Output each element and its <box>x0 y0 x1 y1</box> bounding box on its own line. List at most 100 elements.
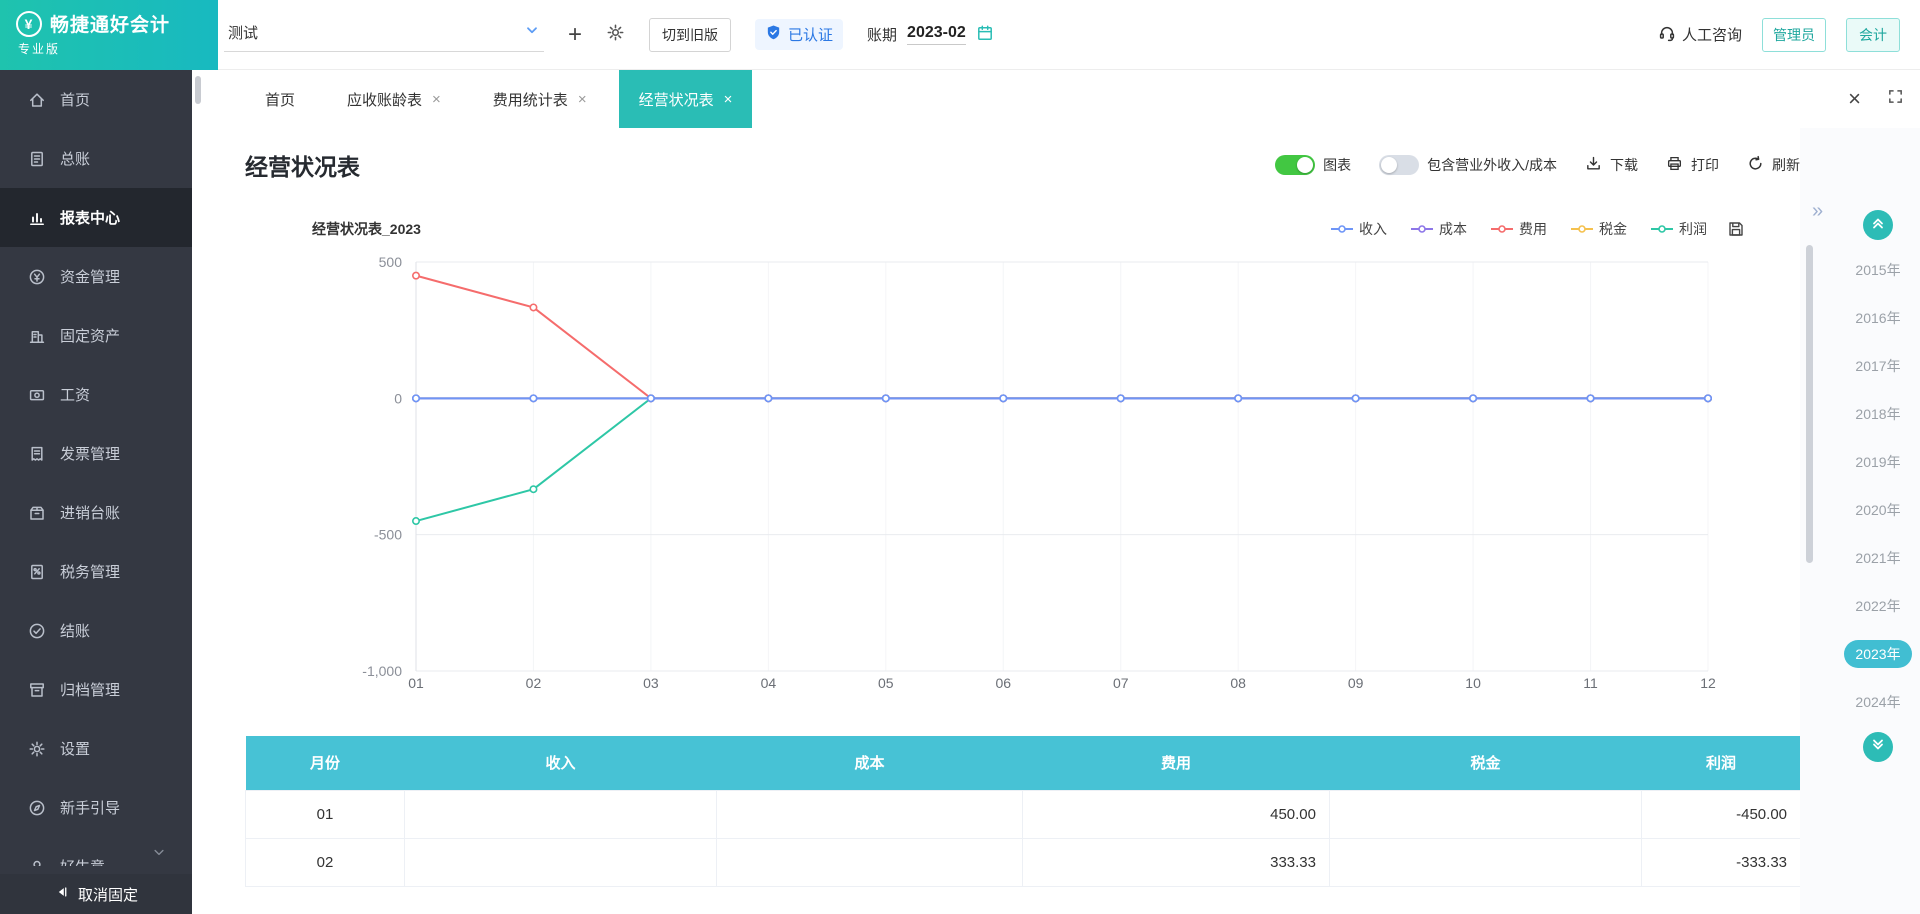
table-cell <box>1329 837 1642 887</box>
svg-text:09: 09 <box>1348 675 1364 691</box>
archive-icon <box>28 681 46 699</box>
workspace-select[interactable]: 测试 <box>224 18 544 52</box>
tab-label: 经营状况表 <box>638 91 714 109</box>
salary-icon <box>28 386 46 404</box>
calendar-icon[interactable] <box>976 24 994 46</box>
page-title: 经营状况表 <box>245 154 360 180</box>
table-header-cell: 收入 <box>404 736 717 790</box>
sidebar-item-general-ledger[interactable]: 总账 <box>0 129 192 188</box>
sidebar-item-payroll[interactable]: 工资 <box>0 365 192 424</box>
fullscreen-icon[interactable] <box>1887 88 1904 110</box>
chart-toggle[interactable] <box>1275 155 1316 175</box>
year-item[interactable]: 2019年 <box>1855 454 1901 470</box>
year-scroll-up-button[interactable] <box>1863 210 1893 240</box>
svg-text:11: 11 <box>1583 675 1598 691</box>
asset-icon <box>28 327 46 345</box>
tab-bar: 首页 应收账龄表 × 费用统计表 × 经营状况表 × × <box>192 70 1920 128</box>
close-icon[interactable]: × <box>432 90 441 108</box>
sidebar-item-archive-mgmt[interactable]: 归档管理 <box>0 660 192 719</box>
sidebar-item-label: 税务管理 <box>60 564 121 581</box>
svg-text:03: 03 <box>643 675 659 691</box>
sidebar-item-report-center[interactable]: 报表中心 <box>0 188 192 247</box>
sidebar-item-label: 固定资产 <box>60 328 121 345</box>
chevron-down-icon[interactable] <box>152 845 166 859</box>
content-scrollbar[interactable] <box>1806 245 1813 563</box>
include-toggle-label: 包含营业外收入/成本 <box>1427 157 1557 173</box>
main-area: 首页 应收账龄表 × 费用统计表 × 经营状况表 × × 经营状况表 图表 <box>192 70 1920 914</box>
download-button[interactable]: 下载 <box>1585 155 1638 175</box>
unpin-label: 取消固定 <box>77 886 138 904</box>
sidebar: 首页 总账 报表中心 资金管理固定资产工资 发票管理 进销台账税务管理结账归档管理 设置 新手… <box>0 70 192 914</box>
year-item[interactable]: 2021年 <box>1855 550 1901 566</box>
year-scroll-down-button[interactable] <box>1863 732 1893 762</box>
sidebar-item-invoice-mgmt[interactable]: 发票管理 <box>0 424 192 483</box>
sidebar-item-home[interactable]: 首页 <box>0 70 192 129</box>
download-icon <box>1585 155 1602 175</box>
table-cell: -450.00 <box>1641 789 1801 839</box>
year-item[interactable]: 2020年 <box>1855 502 1901 518</box>
sidebar-item-fixed-assets[interactable]: 固定资产 <box>0 306 192 365</box>
add-button[interactable]: + <box>568 22 582 47</box>
certified-badge[interactable]: 已认证 <box>755 19 844 50</box>
save-icon[interactable] <box>1727 220 1745 238</box>
table-header-row: 月份 收入 成本 费用 税金 利润 <box>245 736 1801 790</box>
legend-item[interactable]: 利润 <box>1651 219 1707 239</box>
legend-item[interactable]: 成本 <box>1411 219 1467 239</box>
year-item[interactable]: 2015年 <box>1855 262 1901 278</box>
year-item[interactable]: 2018年 <box>1855 406 1901 422</box>
tab[interactable]: 首页 <box>245 70 315 128</box>
sidebar-scrollbar[interactable] <box>195 76 201 104</box>
svg-text:0: 0 <box>394 390 402 406</box>
year-item[interactable]: 2017年 <box>1855 358 1901 374</box>
legend-item[interactable]: 收入 <box>1331 219 1387 239</box>
refresh-button[interactable]: 刷新 <box>1747 155 1800 175</box>
sidebar-item-purchase-sale-ledger[interactable]: 进销台账 <box>0 483 192 542</box>
edition-badge: 专业版 <box>18 42 61 56</box>
close-icon[interactable]: × <box>1848 86 1861 111</box>
svg-text:01: 01 <box>408 675 424 691</box>
tab-label: 首页 <box>265 91 296 109</box>
table-header-cell: 成本 <box>716 736 1023 790</box>
year-item[interactable]: 2023年 <box>1844 630 1912 678</box>
year-list: 2015年 2016年 2017年 2018年 2019年 2020年 2021年 2022年… <box>1844 246 1912 726</box>
role-button[interactable]: 会计 <box>1846 17 1900 52</box>
report-icon <box>28 209 46 227</box>
workspace-value: 测试 <box>228 24 259 42</box>
tab[interactable]: 应收账龄表 × <box>327 70 461 128</box>
svg-text:10: 10 <box>1465 675 1481 691</box>
year-item[interactable]: 2022年 <box>1855 598 1901 614</box>
include-nonoperating-toggle[interactable] <box>1379 155 1420 175</box>
tab[interactable]: 经营状况表 × <box>618 70 753 128</box>
sidebar-item-tax-mgmt[interactable]: 税务管理 <box>0 542 192 601</box>
svg-text:12: 12 <box>1700 675 1716 691</box>
svg-text:500: 500 <box>379 254 403 270</box>
table-row: 02 333.33 -333.33 <box>245 837 1801 887</box>
switch-old-version-button[interactable]: 切到旧版 <box>649 17 732 52</box>
sidebar-item-beginner-guide[interactable]: 新手引导 <box>0 778 192 837</box>
invoice-icon <box>28 445 46 463</box>
panel-collapse-handle[interactable]: » <box>1812 200 1824 222</box>
print-button[interactable]: 打印 <box>1666 155 1719 175</box>
unpin-sidebar-button[interactable]: 取消固定 <box>0 874 192 914</box>
refresh-label: 刷新 <box>1772 157 1800 173</box>
close-icon[interactable]: × <box>577 90 587 108</box>
period-value[interactable]: 2023-02 <box>907 24 966 45</box>
tab[interactable]: 费用统计表 × <box>473 70 607 128</box>
legend-item[interactable]: 费用 <box>1491 219 1547 239</box>
admin-button[interactable]: 管理员 <box>1762 17 1826 52</box>
sidebar-item-settings[interactable]: 设置 <box>0 719 192 778</box>
settings-button[interactable] <box>606 23 625 47</box>
table-row: 01 450.00 -450.00 <box>245 789 1801 839</box>
year-item[interactable]: 2016年 <box>1855 310 1901 326</box>
svg-text:-500: -500 <box>374 527 402 543</box>
support-button[interactable]: 人工咨询 <box>1658 24 1742 46</box>
table-cell: 01 <box>245 789 405 839</box>
sidebar-item-label: 结账 <box>60 623 91 640</box>
sidebar-item-haoshengyi[interactable]: 好生意 <box>0 837 192 866</box>
sidebar-item-funds[interactable]: 资金管理 <box>0 247 192 306</box>
close-icon[interactable]: × <box>723 90 733 108</box>
legend-item[interactable]: 税金 <box>1571 219 1627 239</box>
year-item[interactable]: 2024年 <box>1855 694 1901 710</box>
logo-coin-icon: ¥ <box>16 10 42 37</box>
sidebar-item-closing[interactable]: 结账 <box>0 601 192 660</box>
